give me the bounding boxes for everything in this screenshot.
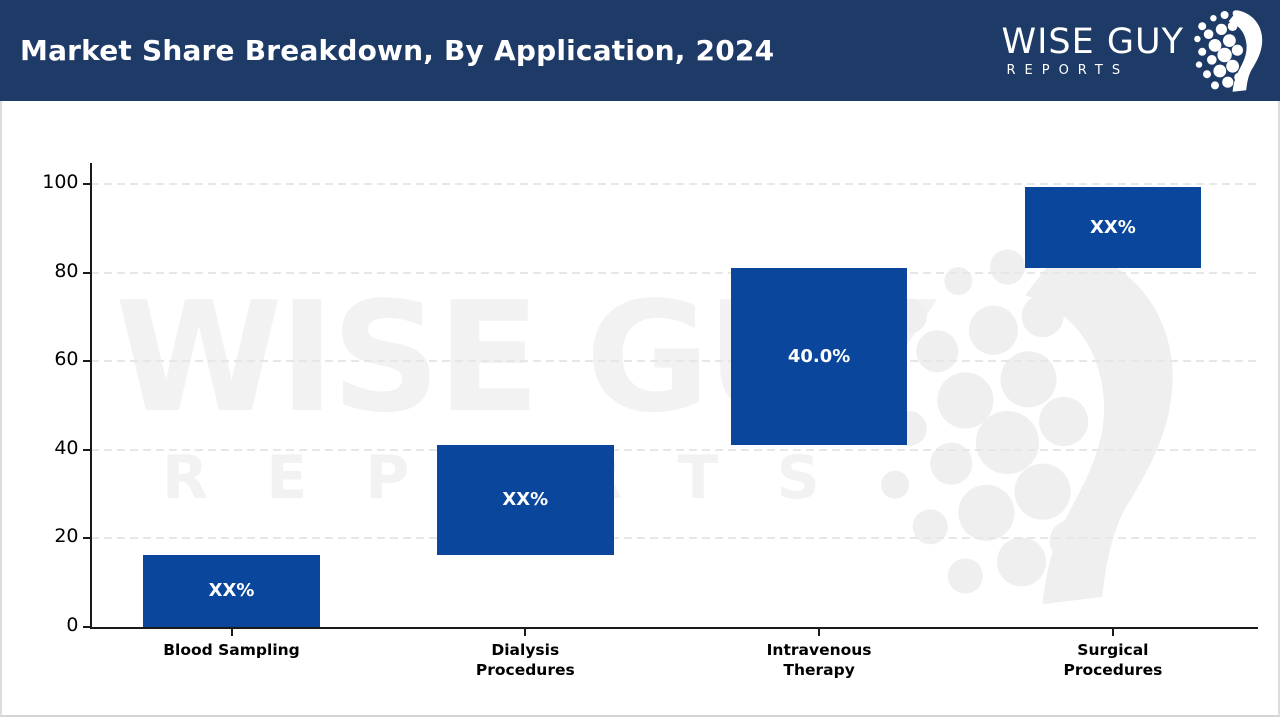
bar-value-label: XX% (208, 580, 255, 602)
y-tick-label: 20 (54, 525, 79, 548)
y-tick-label: 80 (54, 259, 79, 282)
y-tick-mark (82, 271, 90, 274)
logo-wordmark: WISE GUY (1001, 21, 1184, 62)
x-category-label: Surgical Procedures (1063, 640, 1163, 679)
gridline-y-20 (90, 537, 1258, 540)
logo-subtext: REPORTS (1006, 62, 1130, 78)
y-tick-label: 40 (54, 436, 79, 459)
x-category-label: Blood Sampling (163, 640, 300, 659)
x-tick-mark (818, 628, 821, 636)
bar-surgical-procedures: XX% (1024, 186, 1202, 268)
watermark-head-icon (874, 245, 1173, 605)
bar-value-label: 40.0% (787, 345, 851, 367)
bar-blood-sampling: XX% (143, 554, 320, 627)
y-tick-mark (82, 625, 90, 628)
wise-guy-logo: WISE GUY REPORTS (1001, 7, 1266, 95)
y-tick-mark (82, 537, 90, 540)
header-bar: Market Share Breakdown, By Application, … (0, 0, 1280, 101)
y-tick-label: 60 (54, 348, 79, 371)
x-category-label: Intravenous Therapy (766, 640, 872, 679)
y-tick-label: 0 (66, 613, 79, 636)
bar-dialysis-procedures: XX% (437, 444, 614, 555)
y-tick-mark (82, 183, 90, 186)
y-tick-mark (82, 448, 90, 451)
x-tick-mark (1111, 628, 1114, 636)
page-title: Market Share Breakdown, By Application, … (20, 34, 775, 67)
bar-value-label: XX% (1089, 216, 1136, 238)
x-tick-mark (230, 628, 233, 636)
bar-intravenous-therapy: 40.0% (730, 267, 908, 445)
y-tick-mark (82, 360, 90, 363)
x-axis-line (89, 626, 1258, 629)
y-axis-line (89, 163, 92, 629)
bar-value-label: XX% (502, 489, 549, 511)
x-category-label: Dialysis Procedures (475, 640, 575, 679)
dotted-head-logo-icon (1194, 9, 1263, 92)
gridline-y-100 (90, 183, 1258, 186)
gridline-y-80 (90, 271, 1258, 274)
gridline-y-40 (90, 448, 1258, 451)
gridline-y-60 (90, 360, 1258, 363)
y-tick-label: 100 (42, 171, 79, 194)
x-tick-mark (524, 628, 527, 636)
